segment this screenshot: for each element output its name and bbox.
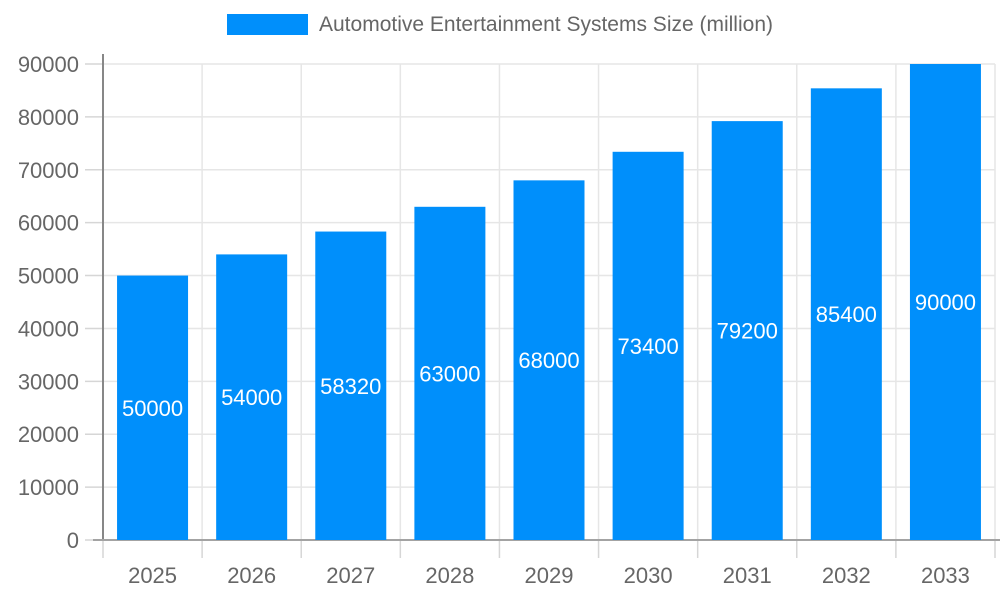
bar-value-label: 90000 <box>915 290 976 315</box>
bar-value-label: 85400 <box>816 302 877 327</box>
bar[interactable] <box>414 206 486 541</box>
y-tick-label: 90000 <box>18 52 79 77</box>
bar[interactable] <box>810 88 882 540</box>
bar[interactable] <box>216 254 288 540</box>
bar-value-label: 63000 <box>419 361 480 386</box>
bar-value-label: 79200 <box>717 319 778 344</box>
y-tick-label: 70000 <box>18 158 79 183</box>
x-tick-label: 2026 <box>227 563 276 588</box>
bar-value-label: 58320 <box>320 374 381 399</box>
bar-value-label: 54000 <box>221 385 282 410</box>
x-tick-label: 2032 <box>822 563 871 588</box>
y-tick-label: 80000 <box>18 105 79 130</box>
bar-value-label: 73400 <box>618 334 679 359</box>
bar[interactable] <box>117 275 189 540</box>
x-tick-label: 2028 <box>425 563 474 588</box>
y-tick-label: 10000 <box>18 475 79 500</box>
y-tick-label: 50000 <box>18 264 79 289</box>
y-tick-label: 0 <box>67 528 79 553</box>
bar[interactable] <box>513 180 585 540</box>
x-tick-label: 2029 <box>525 563 574 588</box>
x-tick-label: 2025 <box>128 563 177 588</box>
y-tick-label: 20000 <box>18 422 79 447</box>
bar[interactable] <box>711 121 783 541</box>
bar[interactable] <box>612 151 684 540</box>
bar[interactable] <box>315 231 387 540</box>
legend-item[interactable]: Automotive Entertainment Systems Size (m… <box>0 14 1000 35</box>
x-tick-label: 2031 <box>723 563 772 588</box>
y-tick-label: 40000 <box>18 316 79 341</box>
y-tick-label: 30000 <box>18 369 79 394</box>
x-tick-label: 2027 <box>326 563 375 588</box>
y-tick-label: 60000 <box>18 211 79 236</box>
bar[interactable] <box>909 64 981 540</box>
bar-value-label: 68000 <box>518 348 579 373</box>
x-tick-label: 2033 <box>921 563 970 588</box>
x-tick-label: 2030 <box>624 563 673 588</box>
bar-value-label: 50000 <box>122 396 183 421</box>
legend-label: Automotive Entertainment Systems Size (m… <box>319 13 773 36</box>
legend-swatch <box>227 14 308 35</box>
